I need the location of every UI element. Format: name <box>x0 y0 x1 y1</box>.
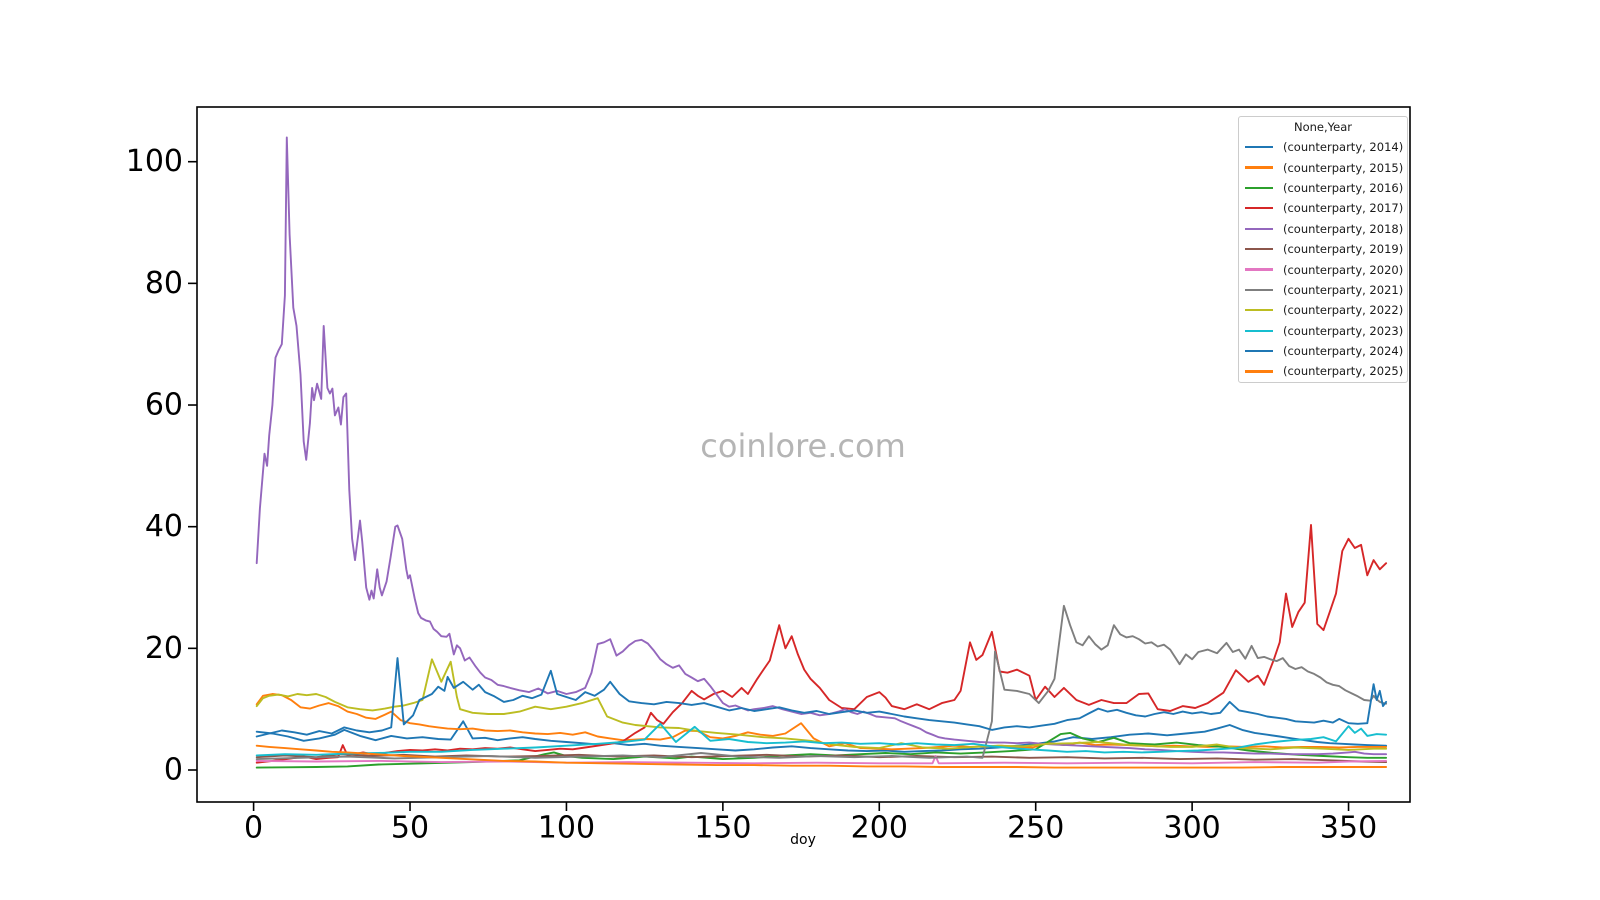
legend-entry-counterparty-2024: (counterparty, 2024) <box>1239 341 1407 361</box>
legend-line-swatch <box>1245 350 1273 353</box>
legend-entry-counterparty-2021: (counterparty, 2021) <box>1239 280 1407 300</box>
legend-entry-counterparty-2014: (counterparty, 2014) <box>1239 137 1407 157</box>
legend-entry-counterparty-2025: (counterparty, 2025) <box>1239 361 1407 381</box>
y-tick-label: 40 <box>145 509 183 544</box>
axes-frame <box>196 106 1411 803</box>
legend-line-swatch <box>1245 329 1273 332</box>
legend-entry-counterparty-2023: (counterparty, 2023) <box>1239 321 1407 341</box>
x-tick-label: 300 <box>1163 811 1220 846</box>
y-tick-label: 100 <box>126 144 183 179</box>
series-line-counterparty-2025 <box>255 744 1388 769</box>
y-tick-label: 0 <box>164 753 183 788</box>
series-line-counterparty-2018 <box>255 136 1388 756</box>
x-tick-label: 350 <box>1320 811 1377 846</box>
legend-entry-label: (counterparty, 2021) <box>1283 282 1404 297</box>
legend-entry-label: (counterparty, 2019) <box>1283 242 1404 257</box>
legend-entry-label: (counterparty, 2024) <box>1283 344 1404 359</box>
legend-entry-label: (counterparty, 2014) <box>1283 140 1404 155</box>
series-line-counterparty-2015 <box>255 693 1388 751</box>
y-tick-label: 20 <box>145 631 183 666</box>
legend-line-swatch <box>1245 309 1273 312</box>
y-tick-label: 60 <box>145 388 183 423</box>
legend-entry-label: (counterparty, 2020) <box>1283 262 1404 277</box>
legend-line-swatch <box>1245 186 1273 190</box>
series-line-counterparty-2017 <box>255 523 1388 764</box>
legend-entry-counterparty-2016: (counterparty, 2016) <box>1239 178 1407 198</box>
legend-line-swatch <box>1245 166 1273 169</box>
legend-entry-label: (counterparty, 2022) <box>1283 303 1404 318</box>
series-line-counterparty-2024 <box>255 657 1388 738</box>
legend-entry-counterparty-2015: (counterparty, 2015) <box>1239 157 1407 177</box>
x-tick-label: 100 <box>538 811 595 846</box>
legend-line-swatch <box>1245 207 1273 210</box>
legend-entry-label: (counterparty, 2018) <box>1283 221 1404 236</box>
legend-entry-label: (counterparty, 2015) <box>1283 160 1404 175</box>
series-line-counterparty-2014 <box>255 720 1388 753</box>
legend-entries: (counterparty, 2014) (counterparty, 2015)… <box>1239 137 1407 382</box>
x-tick-label: 50 <box>391 811 429 846</box>
legend-title: None,Year <box>1293 120 1352 134</box>
legend-entry-counterparty-2017: (counterparty, 2017) <box>1239 198 1407 218</box>
legend-entry-label: (counterparty, 2025) <box>1283 364 1404 379</box>
legend-entry-label: (counterparty, 2017) <box>1283 201 1404 216</box>
series-line-counterparty-2022 <box>255 658 1388 751</box>
legend-entry-label: (counterparty, 2016) <box>1283 180 1404 195</box>
x-tick-label: 0 <box>244 811 263 846</box>
legend-line-swatch <box>1245 146 1273 149</box>
series-line-counterparty-2021 <box>255 604 1388 761</box>
legend-entry-counterparty-2019: (counterparty, 2019) <box>1239 239 1407 259</box>
legend-line-swatch <box>1245 370 1273 373</box>
legend-entry-counterparty-2022: (counterparty, 2022) <box>1239 300 1407 320</box>
x-axis-label: doy <box>790 832 816 848</box>
x-tick-label: 150 <box>694 811 751 846</box>
legend: None,Year (counterparty, 2014) (counterpa… <box>1238 116 1408 383</box>
legend-line-swatch <box>1245 227 1273 230</box>
legend-entry-counterparty-2020: (counterparty, 2020) <box>1239 259 1407 279</box>
series-line-counterparty-2020 <box>255 755 1388 765</box>
legend-line-swatch <box>1245 268 1273 271</box>
legend-line-swatch <box>1245 288 1273 292</box>
x-tick-label: 250 <box>1007 811 1064 846</box>
legend-line-swatch <box>1245 248 1273 251</box>
legend-entry-label: (counterparty, 2023) <box>1283 323 1404 338</box>
legend-entry-counterparty-2018: (counterparty, 2018) <box>1239 219 1407 239</box>
y-tick-label: 80 <box>145 266 183 301</box>
x-tick-label: 200 <box>851 811 908 846</box>
series-line-counterparty-2023 <box>255 722 1388 757</box>
watermark: coinlore.com <box>700 427 906 465</box>
